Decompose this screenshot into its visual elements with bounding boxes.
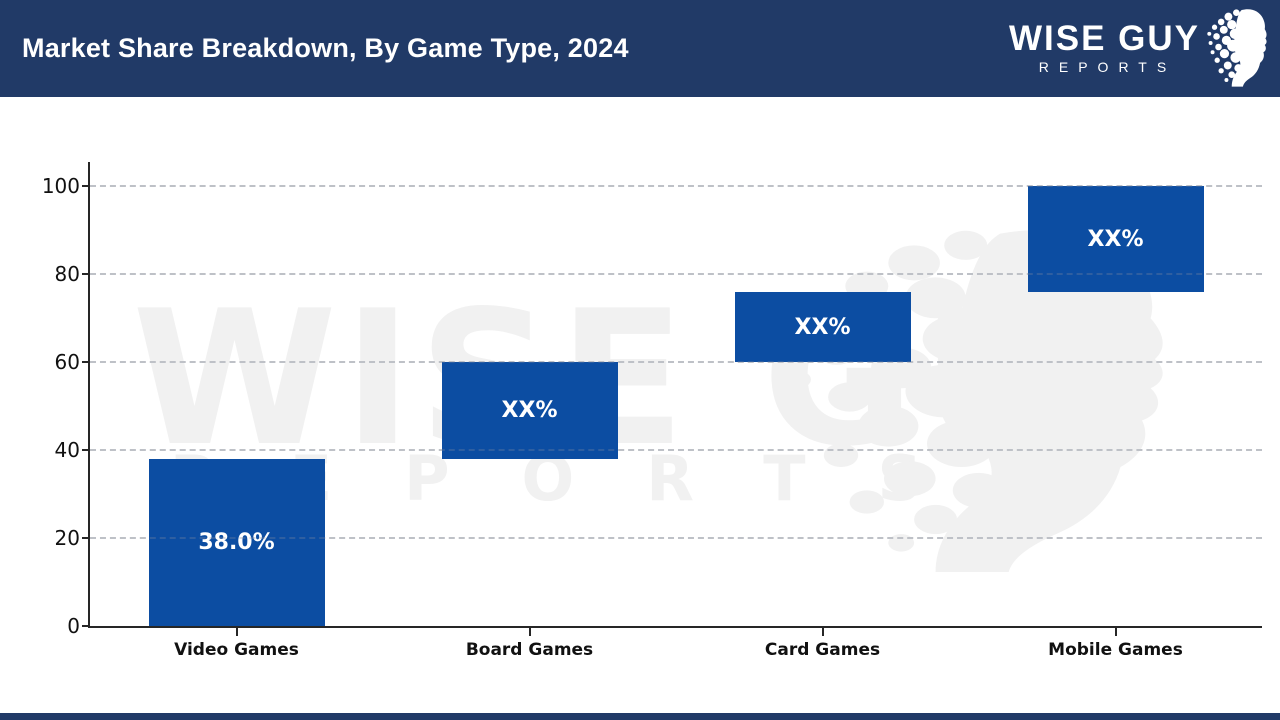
y-tick-label: 80 [54, 262, 80, 287]
bar: 38.0% [148, 458, 325, 626]
bar-value-label: XX% [501, 398, 558, 424]
y-tick-label: 40 [54, 438, 80, 463]
gridline-overlay [90, 449, 1262, 452]
gridline-overlay [90, 537, 1262, 540]
dotted-head-icon [1207, 9, 1267, 87]
gridline [90, 361, 1262, 364]
bar-value-label: XX% [1087, 226, 1144, 252]
y-tick-mark [82, 185, 90, 188]
bar: XX% [441, 362, 618, 459]
x-axis-line [88, 626, 1262, 628]
gridline [90, 537, 1262, 540]
x-tick-mark [1114, 628, 1117, 636]
x-tick-mark [821, 628, 824, 636]
y-tick-mark [82, 537, 90, 540]
bar-value-label: XX% [794, 314, 851, 340]
y-tick-label: 20 [54, 526, 80, 551]
bar: XX% [734, 291, 911, 363]
x-tick-mark [235, 628, 238, 636]
y-tick-label: 100 [41, 174, 80, 199]
wiseguy-logo: WISE GUY REPORTS [1009, 7, 1270, 87]
bar-value-label: 38.0% [198, 529, 275, 555]
gridline-overlay [90, 185, 1262, 188]
page-header: Market Share Breakdown, By Game Type, 20… [0, 0, 1280, 97]
y-tick-label: 60 [54, 350, 80, 375]
x-tick-mark [528, 628, 531, 636]
bar: XX% [1027, 186, 1204, 292]
footer-bar [0, 713, 1280, 720]
gridline [90, 449, 1262, 452]
logo-subtitle: REPORTS [1038, 59, 1177, 76]
y-tick-mark [82, 625, 90, 627]
y-tick-label: 0 [67, 614, 80, 638]
gridline [90, 185, 1262, 188]
y-axis-line [88, 162, 90, 628]
x-tick-label: Board Games [465, 640, 594, 660]
logo-wordmark: WISE GUY [1008, 18, 1200, 58]
x-tick-label: Video Games [174, 640, 299, 660]
logo-text: WISE GUY REPORTS [1009, 19, 1200, 75]
page-title: Market Share Breakdown, By Game Type, 20… [22, 33, 629, 63]
y-tick-mark [82, 361, 90, 364]
gridline-overlay [90, 273, 1262, 276]
y-tick-mark [82, 273, 90, 276]
x-tick-label: Card Games [764, 640, 881, 660]
y-tick-mark [82, 449, 90, 452]
x-tick-label: Mobile Games [1048, 640, 1183, 660]
gridline [90, 273, 1262, 276]
gridline-overlay [90, 361, 1262, 364]
